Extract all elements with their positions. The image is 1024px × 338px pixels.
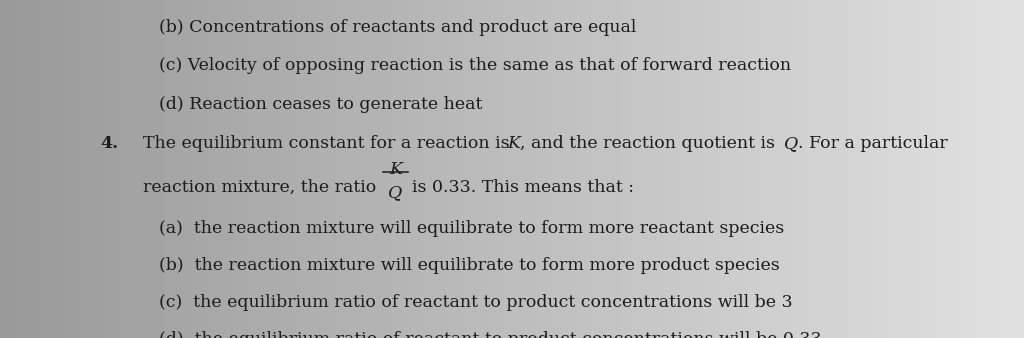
Text: reaction mixture, the ratio: reaction mixture, the ratio	[143, 179, 377, 196]
Text: . For a particular: . For a particular	[798, 135, 947, 152]
Text: K: K	[507, 135, 520, 152]
Text: Q: Q	[784, 135, 799, 152]
Text: (a)  the reaction mixture will equilibrate to form more reactant species: (a) the reaction mixture will equilibrat…	[159, 220, 784, 237]
Text: K: K	[389, 161, 402, 177]
Text: Q: Q	[388, 184, 402, 201]
Text: (c) Velocity of opposing reaction is the same as that of forward reaction: (c) Velocity of opposing reaction is the…	[159, 57, 791, 74]
Text: 4.: 4.	[100, 135, 119, 152]
Text: (b) Concentrations of reactants and product are equal: (b) Concentrations of reactants and prod…	[159, 19, 636, 35]
Text: The equilibrium constant for a reaction is: The equilibrium constant for a reaction …	[143, 135, 515, 152]
Text: , and the reaction quotient is: , and the reaction quotient is	[520, 135, 780, 152]
Text: (d)  the equilibrium ratio of reactant to product concentrations will be 0.33: (d) the equilibrium ratio of reactant to…	[159, 331, 821, 338]
Text: is 0.33. This means that :: is 0.33. This means that :	[412, 179, 634, 196]
Text: (b)  the reaction mixture will equilibrate to form more product species: (b) the reaction mixture will equilibrat…	[159, 257, 779, 274]
Text: (c)  the equilibrium ratio of reactant to product concentrations will be 3: (c) the equilibrium ratio of reactant to…	[159, 294, 793, 311]
Text: (d) Reaction ceases to generate heat: (d) Reaction ceases to generate heat	[159, 96, 482, 113]
